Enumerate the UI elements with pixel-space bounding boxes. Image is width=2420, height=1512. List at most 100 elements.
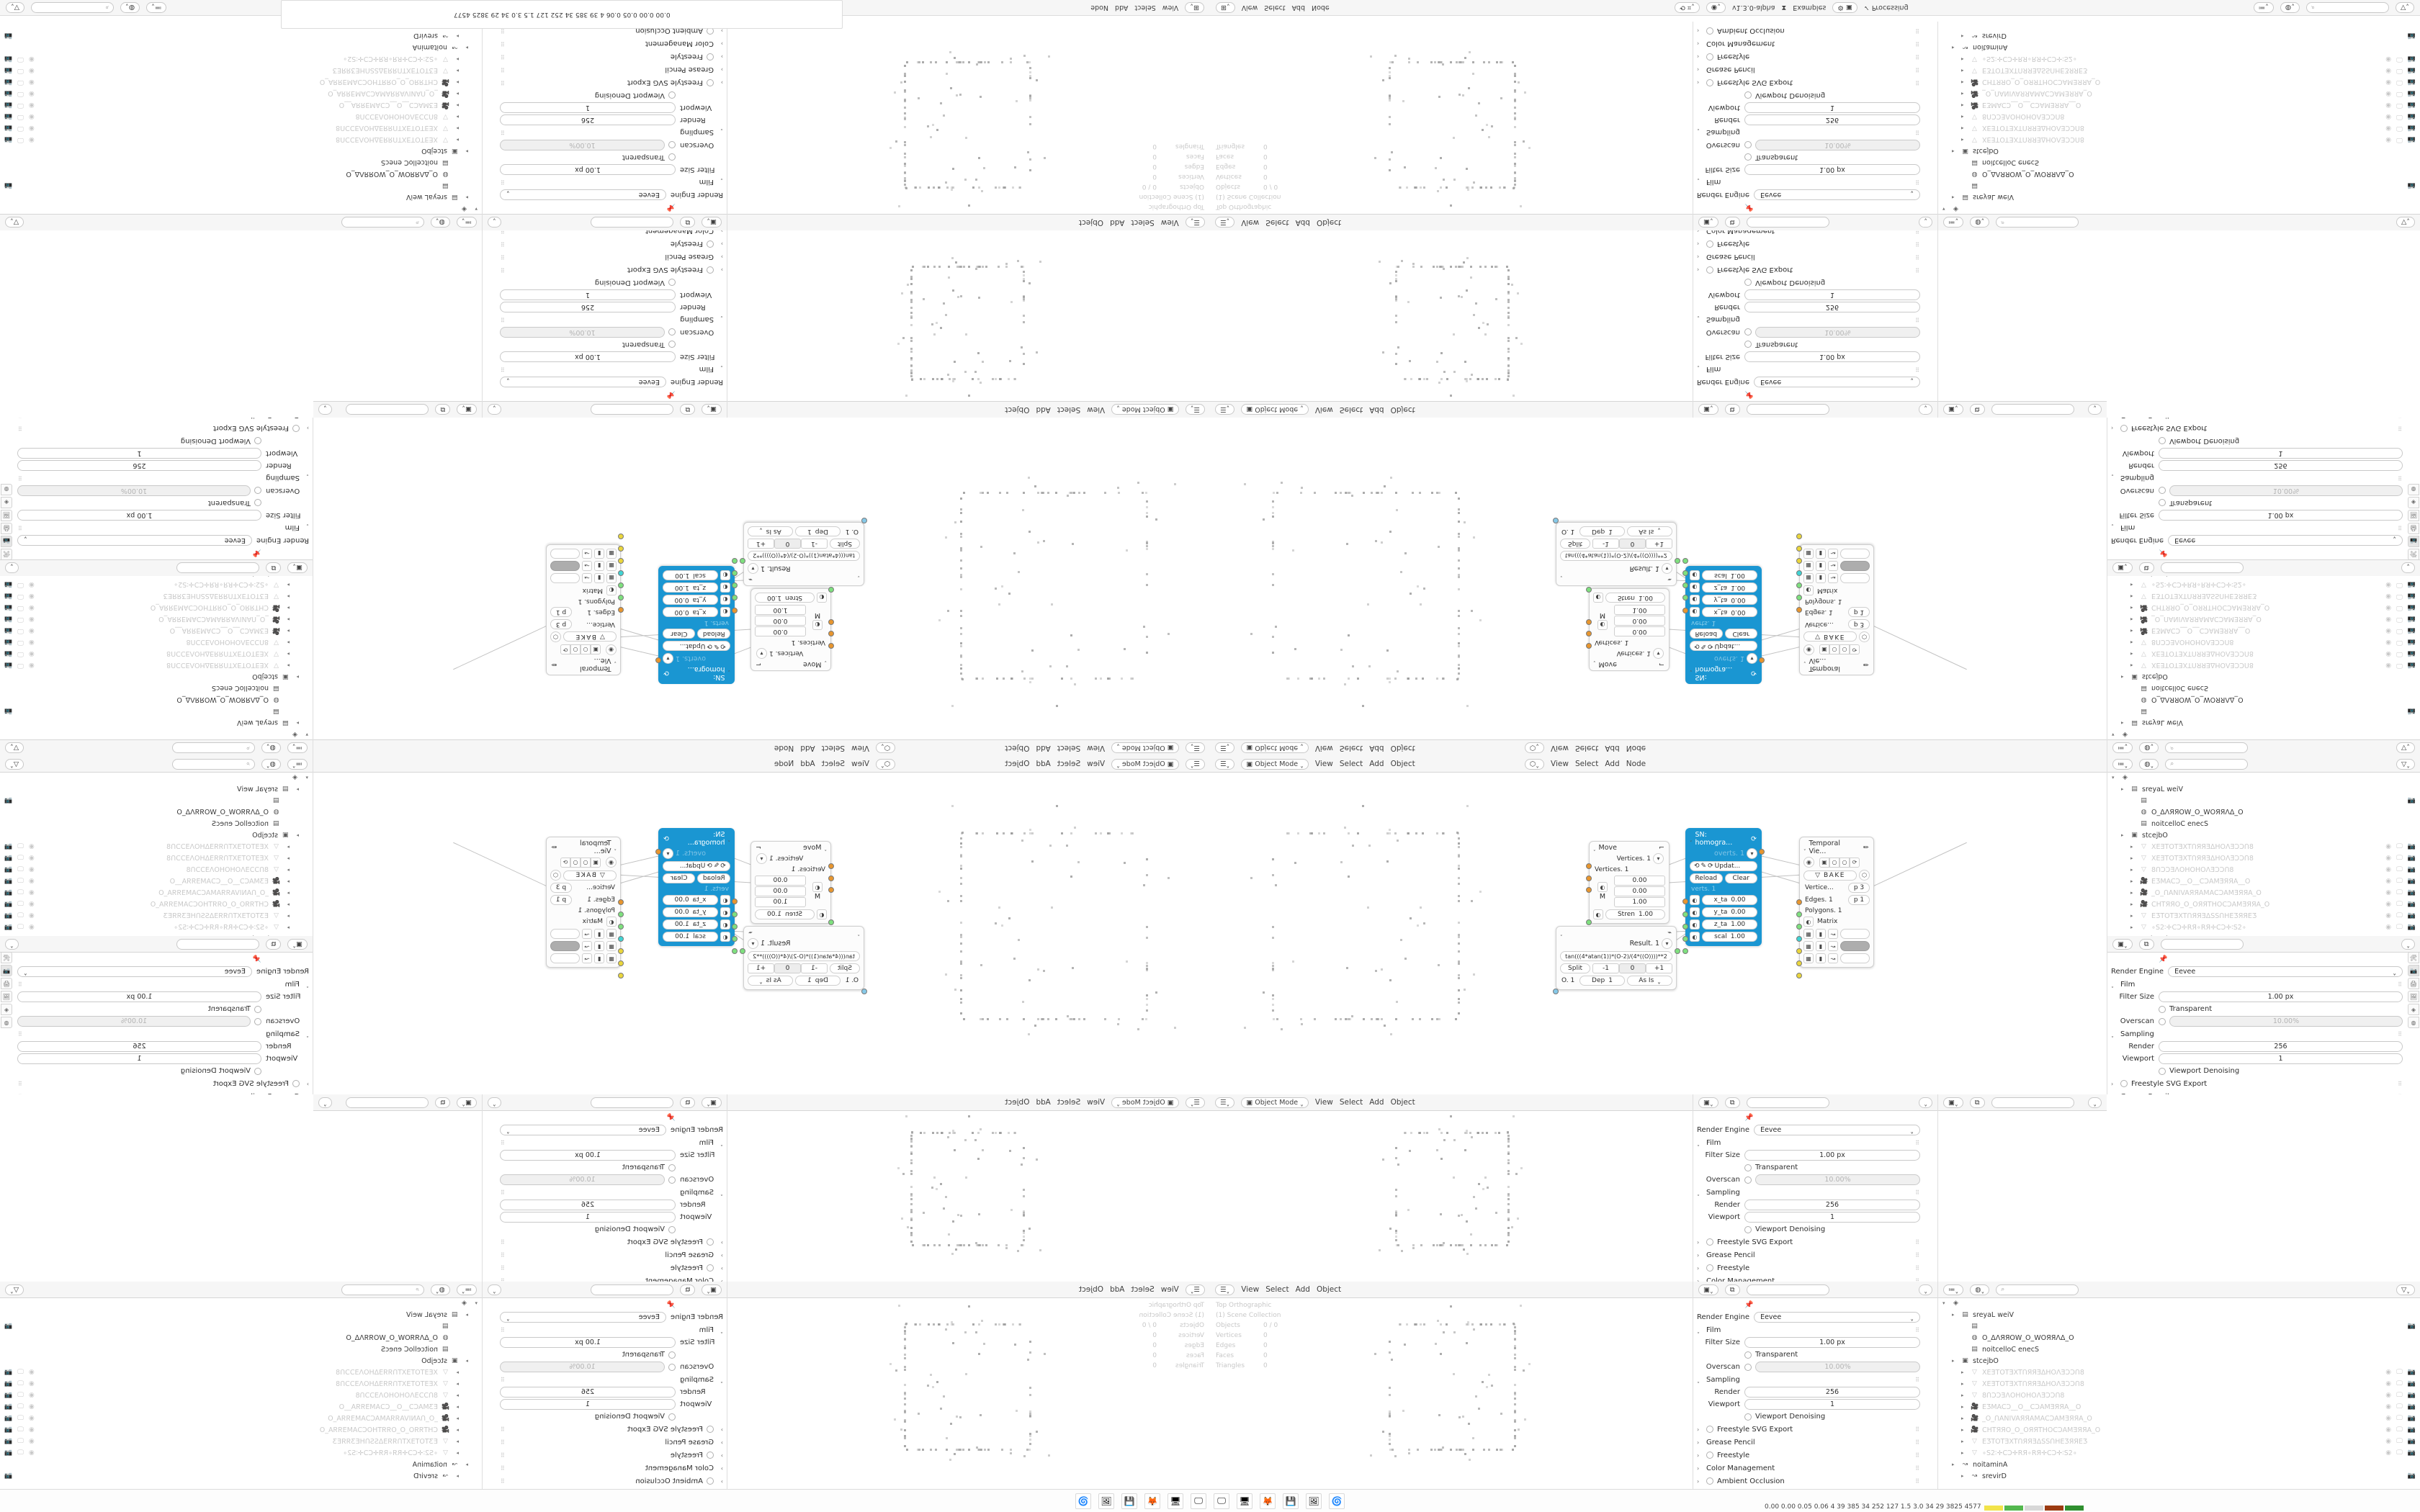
disclosure-triangle[interactable]: ▸	[287, 913, 290, 919]
section-checkbox[interactable]	[1706, 1477, 1713, 1485]
edit-icon[interactable]: ✎	[1700, 642, 1707, 649]
disclosure-triangle[interactable]: ▸	[287, 924, 290, 930]
pin-icon[interactable]: 📌	[666, 1114, 676, 1122]
section-checkbox[interactable]	[707, 1426, 714, 1433]
outliner-item-toggles[interactable]: ◉ 🖵 📷	[2385, 125, 2416, 132]
pin-icon[interactable]: 📌	[666, 390, 676, 398]
visibility-icon[interactable]: ◉	[28, 1438, 35, 1445]
viewlayer-icon[interactable]: 🖼	[2408, 991, 2419, 1002]
property-number-field[interactable]: 1	[500, 289, 676, 300]
material-icon[interactable]: ▮	[594, 573, 604, 583]
visibility-icon[interactable]: ◉	[28, 878, 35, 885]
render-engine-select[interactable]: Eevee ˬ	[2168, 966, 2403, 977]
section-checkbox[interactable]	[707, 240, 714, 248]
checkbox-icon[interactable]	[668, 279, 676, 287]
render-toggle-icon[interactable]: 📷	[4, 136, 13, 143]
chevron-right-icon[interactable]: ›	[1697, 253, 1700, 261]
filter-funnel-icon[interactable]: ▽ˬ	[5, 2, 25, 13]
edit-icon[interactable]: ✎	[713, 642, 720, 649]
property-number-field[interactable]: 10.00%	[17, 1016, 251, 1027]
world-icon[interactable]: ◍	[2408, 1017, 2419, 1028]
disclosure-triangle[interactable]: ▸	[287, 662, 290, 668]
render-toggle-icon[interactable]: 📷	[4, 901, 13, 908]
node-menu-select[interactable]: Select	[1574, 760, 1599, 768]
render-toggle-icon[interactable]: 📷	[2407, 1472, 2416, 1480]
vector-field[interactable]: 0.00	[1614, 876, 1665, 886]
outliner-item[interactable]: ▸ 🎥 O__AЯЯƎMAƆC__O__ƆCAMƷE ◉ 🖵 📷	[1942, 99, 2416, 111]
viewport-toggle-icon[interactable]: 🖵	[17, 889, 24, 896]
param-field[interactable]: y_ta 0.00	[1702, 907, 1757, 917]
viewport-toggle-icon[interactable]: 🖵	[2396, 855, 2403, 862]
visibility-icon[interactable]: ◉	[2385, 1438, 2392, 1445]
collapse-icon[interactable]: ˬ	[488, 1284, 501, 1295]
strength-field[interactable]: Stren 1.00	[1605, 593, 1665, 603]
outliner-item[interactable]: ▤ Scene Collection	[4, 683, 308, 694]
property-number-field[interactable]: 256	[1744, 1387, 1920, 1398]
visibility-icon[interactable]: ◉	[28, 102, 35, 109]
chevron-right-icon[interactable]: ›	[720, 1238, 723, 1246]
refresh-icon[interactable]: ⟳	[1751, 669, 1757, 678]
properties-section-collapsed[interactable]: ›Grease Pencil⠿	[500, 251, 723, 264]
display-mode-selector[interactable]: ◍ˬ	[2139, 742, 2159, 754]
material-slot-icon[interactable]: ▦	[606, 941, 617, 951]
outliner-item[interactable]: ▸ 🎥 O_AЯЯƎMAƆCAMAЯЯAVINAՈ_O_ ◉ 🖵 📷	[1942, 1413, 2416, 1424]
property-checkbox-row[interactable]: Transparent	[1744, 1164, 1920, 1171]
material-icon[interactable]: ▮	[1816, 953, 1826, 963]
checkbox-icon[interactable]	[1744, 1413, 1752, 1421]
visibility-icon[interactable]: ◉	[28, 639, 35, 646]
outliner-item[interactable]: ▸ ▽ ∘2S∶✛ƆC✛ЯR∘ЯR✛ƆC✛∶2S∘ ◉ 🖵 📷	[2112, 579, 2416, 590]
property-number-field[interactable]: 256	[2159, 460, 2403, 471]
param-field[interactable]: x_ta 0.00	[1702, 607, 1757, 617]
socket-chip[interactable]: p 1	[1848, 895, 1870, 905]
viewport-toggle-icon[interactable]: 🖵	[2396, 1403, 2403, 1410]
refresh-icon[interactable]: ⟳	[707, 642, 712, 649]
properties-search-box[interactable]	[1746, 404, 1829, 415]
checkbox-icon[interactable]	[668, 91, 676, 99]
properties-section-collapsed[interactable]: › Ambient Occlusion ⠿	[500, 1475, 723, 1488]
collapse-triangle-icon[interactable]: ˬ	[1690, 836, 1693, 842]
param-field[interactable]: z_ta 1.00	[663, 582, 718, 593]
checkbox-icon[interactable]	[668, 1164, 676, 1171]
outliner-item-toggles[interactable]: ◉ 🖵 📷	[4, 843, 35, 850]
render-toggle-icon[interactable]: 📷	[4, 90, 13, 97]
outliner-item-toggles[interactable]: ◉ 🖵 📷	[4, 866, 35, 873]
properties-section-collapsed[interactable]: › Freestyle ⠿	[1697, 1449, 1920, 1462]
outliner-item-toggles[interactable]: ◉ 🖵 📷	[4, 55, 35, 63]
material-icon[interactable]: ▮	[594, 561, 604, 571]
curve-icon[interactable]: ↝	[1828, 573, 1838, 583]
param-row[interactable]: ◐ z_ta 1.00	[1690, 919, 1757, 930]
strength-row[interactable]: ◐ Stren 1.00	[755, 593, 827, 603]
outliner-item[interactable]: ▸ 🎥 O_AЯЯƎMAƆCOHTЯЯO_O_OЯЯTHC ◉ 🖵 📷	[2112, 899, 2416, 910]
material-icon[interactable]: ▮	[594, 929, 604, 939]
checkbox-icon[interactable]	[668, 141, 676, 149]
outliner-item-toggles[interactable]: 📷	[2408, 708, 2416, 715]
disclosure-triangle[interactable]: ▸	[1961, 1427, 1964, 1433]
outliner-item-toggles[interactable]: ◉ 🖵 📷	[2385, 113, 2416, 120]
linked-icon[interactable]: ◐	[1690, 895, 1700, 905]
outliner-item-toggles[interactable]: ◉ 🖵 📷	[2385, 1392, 2416, 1399]
node-temporal-viewer[interactable]: ˬ Temporal Vie... ✏ ◉ ▣ ○ ○ ⟳ ▽ BAKE ⬡ Vertice... p …	[546, 534, 624, 675]
outliner-item[interactable]: ◍ O_ΔΛЯЯOW_O_WOЯЯΛΔ_O	[2112, 806, 2416, 818]
firefox-icon[interactable]: 🦊	[1260, 1493, 1276, 1509]
filter-selector[interactable]: ≔ˬ	[2253, 2, 2274, 13]
properties-section-collapsed[interactable]: › Freestyle SVG Export ⠿	[500, 76, 723, 89]
render-icon[interactable]: 📷	[2408, 536, 2419, 547]
disclosure-triangle[interactable]: ▸	[1961, 114, 1964, 120]
chevron-right-icon[interactable]: ›	[720, 53, 723, 60]
curve-icon[interactable]: ↝	[1828, 561, 1838, 571]
outliner-item[interactable]: ▸ ↝ Drivers 📷	[4, 30, 478, 42]
render-toggle-icon[interactable]: 📷	[4, 1438, 13, 1445]
render-toggle-icon[interactable]: 📷	[2407, 113, 2416, 120]
outliner-item[interactable]: ▸ ▽ ƷEЯЯƷEHՈSSΔƎЯЯՈTXƎTOTƷE ◉ 🖵 📷	[1942, 65, 2416, 76]
render-engine-select[interactable]: Eevee ˬ	[17, 535, 252, 546]
property-number-field[interactable]: 1.00 px	[17, 991, 261, 1002]
properties-section-collapsed[interactable]: › Color Management ⠿	[1697, 37, 1920, 50]
disclosure-triangle[interactable]: ▸	[456, 79, 459, 85]
node-temporal-viewer[interactable]: ˬ Temporal Vie... ✏ ◉ ▣ ○ ○ ⟳ ▽ BAKE ⬡ Vertice... p …	[1796, 534, 1874, 675]
draw-mode-button-2[interactable]: ○	[1839, 644, 1850, 655]
node-temporal-viewer[interactable]: ˬ Temporal Vie... ✏ ◉ ▣ ○ ○ ⟳ ▽ BAKE ⬡ Vertice... p …	[546, 837, 624, 978]
outliner-item[interactable]: ▤ Scene Collection	[2112, 818, 2416, 829]
chevron-right-icon[interactable]: ›	[1697, 1426, 1700, 1433]
checkbox-icon[interactable]	[1744, 1363, 1752, 1371]
visibility-icon[interactable]: ◉	[28, 581, 35, 588]
